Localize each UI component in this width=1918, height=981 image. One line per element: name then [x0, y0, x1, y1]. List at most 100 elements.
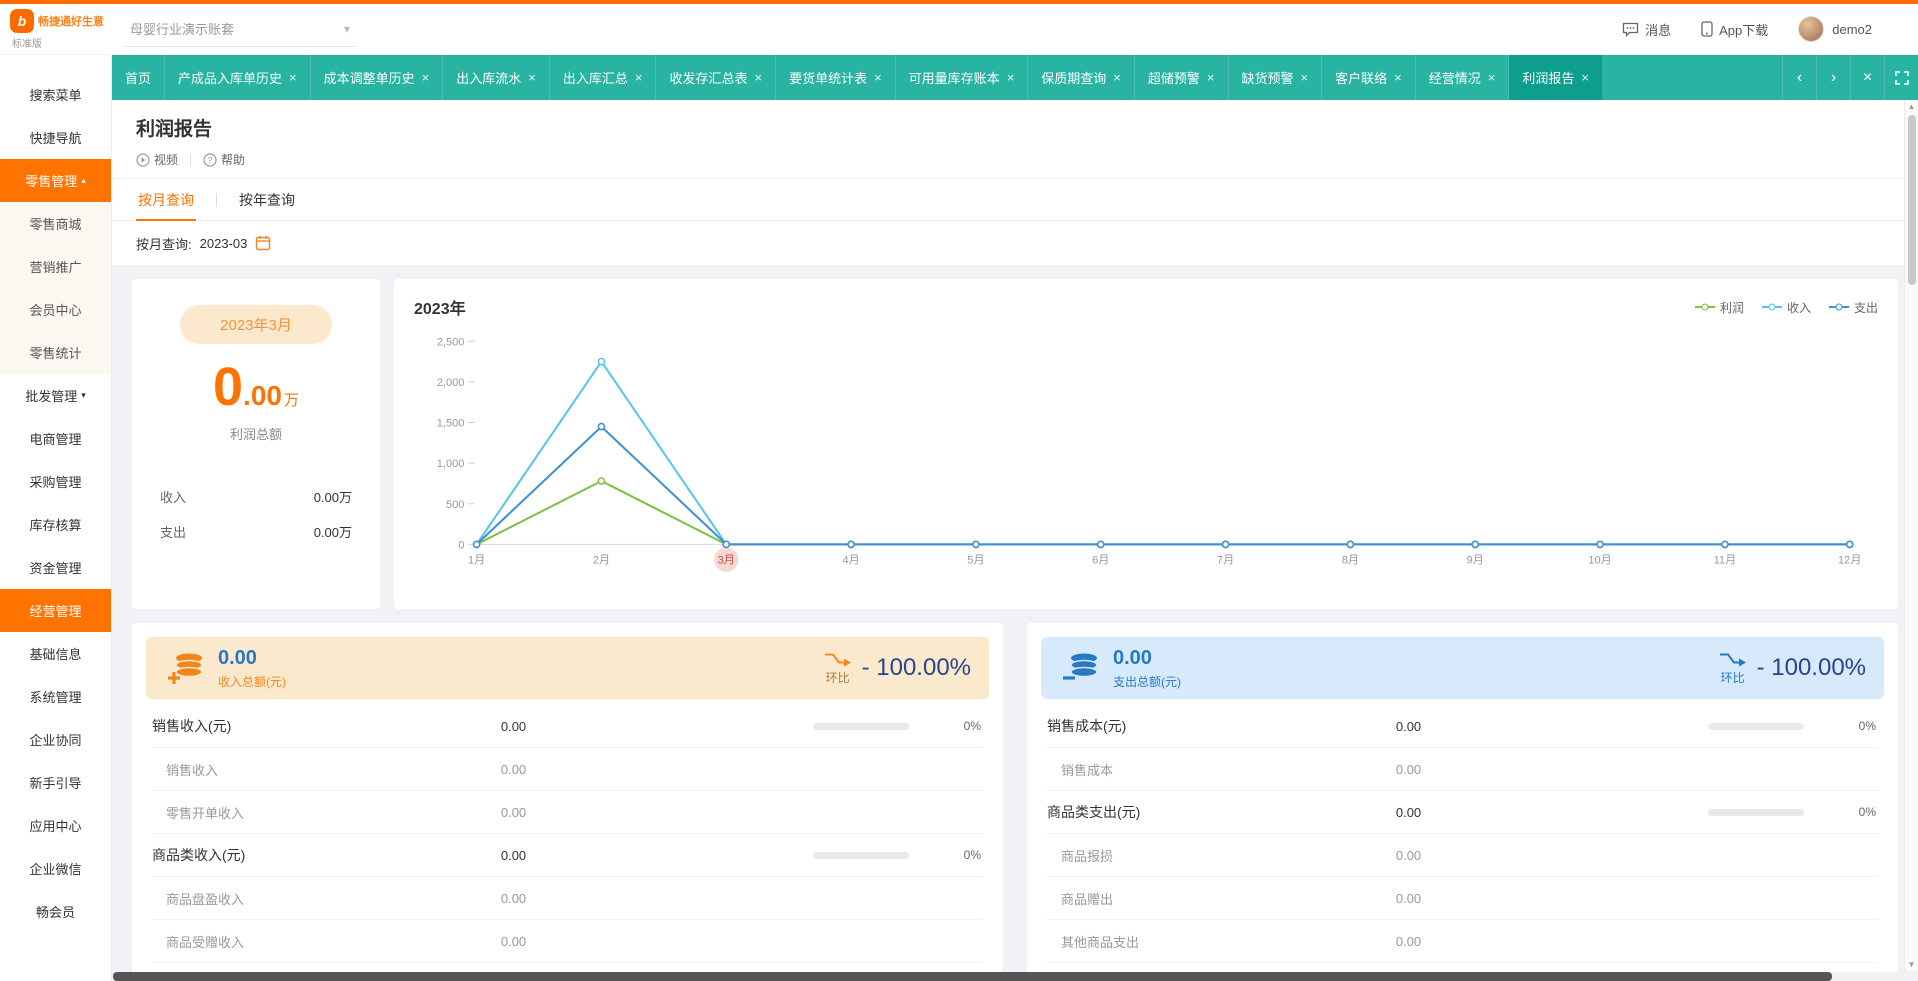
calendar-icon[interactable] [255, 235, 271, 251]
sidebar-item-beginner-guide[interactable]: 新手引导 [0, 761, 111, 804]
tab-cost-adjustment-history[interactable]: 成本调整单历史 × [311, 55, 444, 100]
sidebar-item-basic-info[interactable]: 基础信息 [0, 632, 111, 675]
tab-close-icon[interactable]: × [874, 70, 882, 85]
horizontal-scrollbar[interactable] [113, 972, 1904, 981]
sidebar-item-chang-member[interactable]: 畅会员 [0, 890, 111, 933]
tab-receipt-dispatch-summary[interactable]: 收发存汇总表 × [656, 55, 777, 100]
account-select[interactable]: 母婴行业演示账套 ▾ [124, 11, 356, 47]
tab-requisition-stats[interactable]: 要货单统计表 × [776, 55, 896, 100]
sidebar-item-system-management[interactable]: 系统管理 [0, 675, 111, 718]
tabs-scroll-right-button[interactable]: › [1816, 55, 1850, 100]
sidebar-item-retail-mall[interactable]: 零售商城 [0, 202, 111, 245]
sidebar-item-member-center[interactable]: 会员中心 [0, 288, 111, 331]
play-circle-icon [136, 152, 150, 167]
legend-item-income[interactable]: 收入 [1761, 299, 1811, 316]
user-menu[interactable]: demo2 [1798, 16, 1872, 42]
sidebar-item-retail-stats[interactable]: 零售统计 [0, 331, 111, 374]
sidebar-item-funds-management[interactable]: 资金管理 [0, 546, 111, 589]
brand-name: 畅捷通好生意 [38, 15, 104, 28]
vertical-scrollbar-thumb[interactable] [1907, 115, 1916, 285]
app-download-button[interactable]: App下载 [1701, 20, 1768, 39]
tabs-close-button[interactable]: × [1850, 55, 1884, 100]
sidebar-item-label: 零售管理 [25, 174, 78, 189]
svg-text:?: ? [208, 155, 213, 165]
legend-item-expense[interactable]: 支出 [1828, 299, 1878, 316]
row-percent: 0% [963, 719, 981, 733]
tab-inbound-outbound-summary[interactable]: 出入库汇总 × [550, 55, 657, 100]
help-link[interactable]: ? 帮助 [203, 151, 245, 168]
sidebar-item-app-center[interactable]: 应用中心 [0, 804, 111, 847]
sidebar-item-enterprise-collab[interactable]: 企业协同 [0, 718, 111, 761]
svg-text:2,000: 2,000 [437, 377, 465, 389]
coins-minus-icon [1063, 653, 1098, 680]
tab-close-icon[interactable]: × [421, 70, 430, 85]
tab-close-icon[interactable]: × [289, 70, 297, 85]
horizontal-scrollbar-thumb[interactable] [113, 972, 1833, 981]
sidebar-item-search-menu[interactable]: 搜索菜单 [0, 73, 111, 116]
panels-row: 0.00 收入总额(元) 环比 - 100.00% 销 [132, 623, 1898, 981]
progress-bar [1708, 722, 1804, 730]
sidebar-item-ecommerce-management[interactable]: 电商管理 [0, 417, 111, 460]
sidebar-item-marketing-promotion[interactable]: 营销推广 [0, 245, 111, 288]
top-accent-bar [0, 0, 1918, 4]
chart-legend: 利润 收入 支出 [1694, 299, 1878, 316]
tab-close-icon[interactable]: × [1394, 70, 1402, 85]
sidebar-item-wholesale-management[interactable]: 批发管理 ▾ [0, 374, 111, 417]
income-panel: 0.00 收入总额(元) 环比 - 100.00% 销 [132, 623, 1003, 981]
row-label: 商品报损 [1061, 848, 1114, 864]
sidebar-item-purchase-management[interactable]: 采购管理 [0, 460, 111, 503]
income-total: 0.00 [218, 646, 257, 669]
tab-close-icon[interactable]: × [528, 70, 536, 85]
row-label: 商品受赠收入 [166, 934, 245, 950]
tab-shelf-life-query[interactable]: 保质期查询 × [1028, 55, 1135, 100]
legend-item-profit[interactable]: 利润 [1694, 299, 1744, 316]
tab-business-status[interactable]: 经营情况 × [1416, 55, 1510, 100]
tab-available-stock-ledger[interactable]: 可用量库存账本 × [896, 55, 1029, 100]
tab-overstock-alert[interactable]: 超储预警 × [1135, 55, 1229, 100]
scroll-up-icon[interactable]: ▲ [1907, 102, 1916, 111]
tab-close-icon[interactable]: × [634, 70, 643, 85]
sidebar-item-enterprise-wechat[interactable]: 企业微信 [0, 847, 111, 890]
tab-close-icon[interactable]: × [1006, 70, 1015, 85]
svg-text:1月: 1月 [468, 555, 485, 567]
tab-finished-goods-inbound-history[interactable]: 产成品入库单历史 × [165, 55, 311, 100]
tab-label: 保质期查询 [1041, 71, 1107, 86]
tabs-scroll-left-button[interactable]: ‹ [1782, 55, 1816, 100]
report-row-goods-gift-income: 商品受赠收入 0.00 [152, 920, 983, 963]
tab-label: 超储预警 [1147, 71, 1200, 86]
scroll-down-icon[interactable]: ▼ [1907, 960, 1916, 969]
summary-rows: 收入 0.00万 支出 0.00万 [154, 487, 358, 541]
sidebar: 搜索菜单 快捷导航 零售管理 ▴ 零售商城 营销推广 会员中心 零售统计 批发管理 ▾ 电商管理 采购… [0, 55, 112, 981]
chart-title: 2023年 [414, 301, 466, 318]
tab-close-icon[interactable]: × [1581, 70, 1589, 85]
tab-close-icon[interactable]: × [1300, 70, 1309, 85]
sidebar-item-inventory-accounting[interactable]: 库存核算 [0, 503, 111, 546]
sidebar-item-label: 基础信息 [29, 647, 82, 662]
tab-label: 产成品入库单历史 [178, 71, 283, 86]
sidebar-item-business-management[interactable]: 经营管理 [0, 589, 111, 632]
tab-close-icon[interactable]: × [1113, 70, 1121, 85]
logo-icon: b [10, 8, 34, 33]
tab-close-icon[interactable]: × [1206, 70, 1215, 85]
vertical-scrollbar[interactable]: ▲ ▼ [1904, 100, 1918, 971]
messages-button[interactable]: 消息 [1622, 20, 1671, 39]
date-filter-value[interactable]: 2023-03 [199, 235, 248, 251]
tab-stockout-alert[interactable]: 缺货预警 × [1229, 55, 1323, 100]
tab-customer-contact[interactable]: 客户联络 × [1322, 55, 1416, 100]
video-link[interactable]: 视频 [136, 151, 178, 168]
tab-monthly-query[interactable]: 按月查询 [136, 179, 196, 221]
tab-profit-report[interactable]: 利润报告 × [1509, 55, 1603, 100]
sidebar-item-retail-management[interactable]: 零售管理 ▴ [0, 159, 111, 202]
row-value: 0.00 [500, 761, 527, 777]
tab-yearly-query[interactable]: 按年查询 [239, 191, 295, 208]
tab-close-icon[interactable]: × [754, 70, 763, 85]
sidebar-item-quick-nav[interactable]: 快捷导航 [0, 116, 111, 159]
tab-inbound-outbound-flow[interactable]: 出入库流水 × [443, 55, 550, 100]
tab-home[interactable]: 首页 [112, 55, 166, 100]
tab-label: 成本调整单历史 [323, 71, 415, 86]
fullscreen-button[interactable] [1884, 55, 1918, 100]
expense-panel-header: 0.00 支出总额(元) 环比 - 100.00% [1041, 637, 1884, 699]
tab-close-icon[interactable]: × [1487, 70, 1496, 85]
header-right: 消息 App下载 demo2 [1622, 16, 1872, 42]
